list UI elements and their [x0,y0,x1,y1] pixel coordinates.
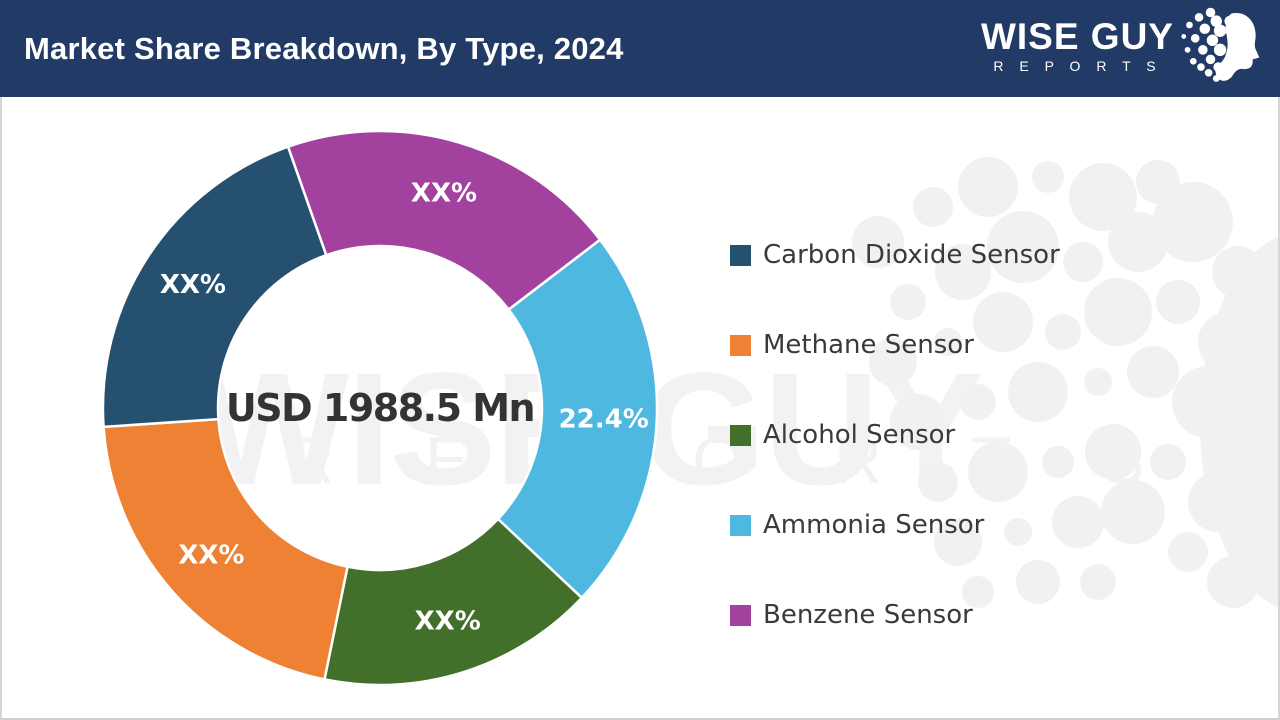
chart-legend: Carbon Dioxide Sensor Methane Sensor Alc… [730,240,1060,691]
legend-swatch [730,244,751,266]
legend-label: Alcohol Sensor [763,420,956,450]
donut-slice-methane-sensor [102,417,349,681]
legend-label: Benzene Sensor [763,600,973,630]
legend-label: Methane Sensor [763,330,974,360]
chart-center-value: USD 1988.5 Mn [225,386,536,430]
legend-swatch [730,334,751,356]
slice-percentage-label: 22.4% [559,404,649,434]
header-bar: Market Share Breakdown, By Type, 2024 WI… [0,0,1280,97]
legend-item-methane-sensor: Methane Sensor [730,330,1060,360]
legend-label: Carbon Dioxide Sensor [763,240,1060,270]
logo-face-icon [1181,7,1260,82]
slice-percentage-label: XX% [415,607,481,637]
chart-panel: WISE GUY R E P O R T S XX% 22.4% [0,97,1280,720]
slice-percentage-label: XX% [411,178,477,208]
legend-swatch [730,604,751,626]
donut-slice-carbon-dioxide-sensor [101,145,328,429]
legend-item-ammonia-sensor: Ammonia Sensor [730,510,1060,540]
donut-slice-benzene-sensor [286,129,602,311]
legend-swatch [730,424,751,446]
slice-percentage-label: XX% [160,270,226,300]
watermark-face-pattern [852,157,1278,608]
legend-swatch [730,514,751,536]
donut-slice-ammonia-sensor [496,238,659,600]
legend-item-alcohol-sensor: Alcohol Sensor [730,420,1060,450]
logo-wordmark: WISE GUY [980,16,1174,57]
legend-item-carbon-dioxide-sensor: Carbon Dioxide Sensor [730,240,1060,270]
legend-label: Ammonia Sensor [763,510,985,540]
legend-item-benzene-sensor: Benzene Sensor [730,600,1060,630]
wise-guy-reports-logo: WISE GUY R E P O R T S [981,6,1266,86]
logo-text: WISE GUY R E P O R T S [980,16,1174,75]
donut-chart: XX% 22.4% XX% XX% XX% [101,129,659,687]
donut-slice-alcohol-sensor [323,517,584,687]
page-title: Market Share Breakdown, By Type, 2024 [24,30,624,66]
slice-percentage-label: XX% [178,541,244,571]
logo-tagline: R E P O R T S [993,58,1162,74]
